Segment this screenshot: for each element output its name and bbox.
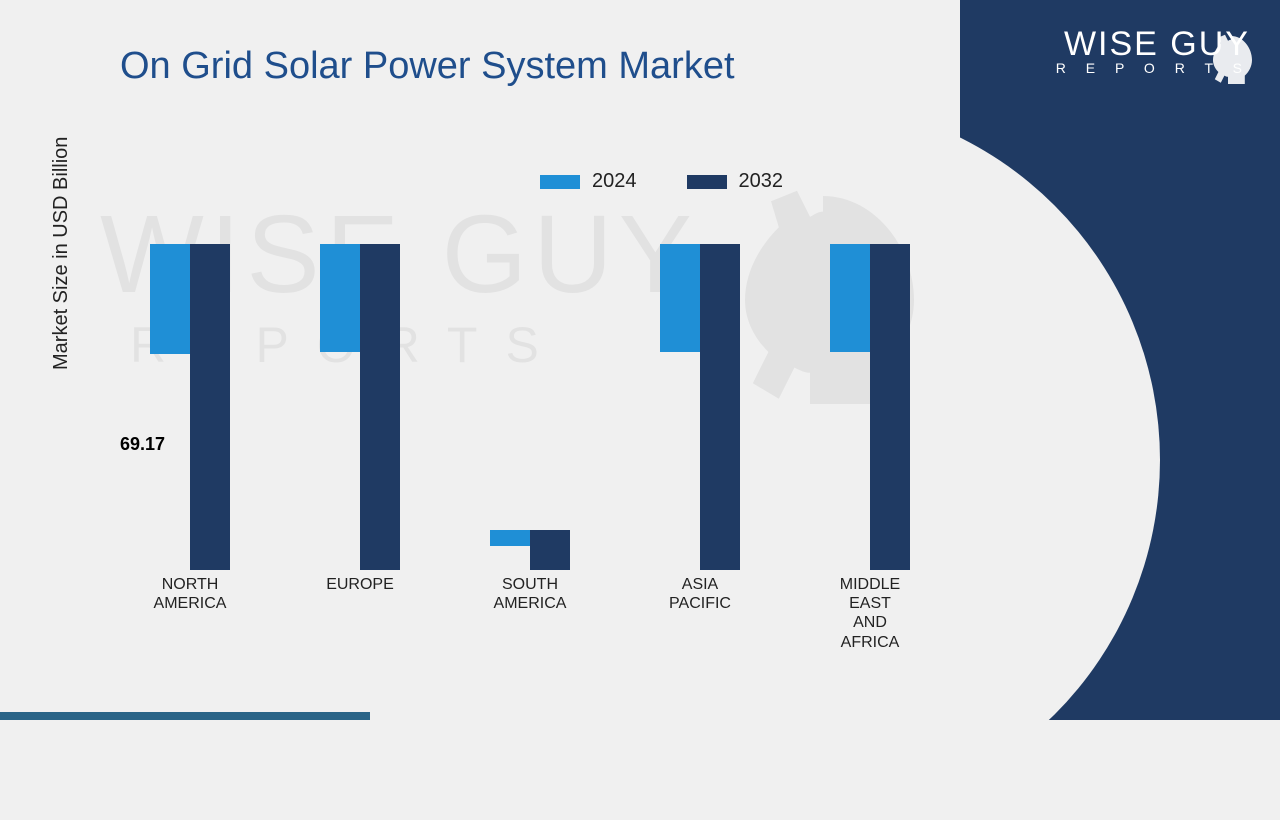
bar xyxy=(870,244,910,570)
head-icon xyxy=(1198,30,1258,90)
bar xyxy=(150,244,190,354)
bar xyxy=(320,244,360,352)
legend-swatch xyxy=(540,175,580,189)
category-label: SOUTHAMERICA xyxy=(470,575,590,613)
bar xyxy=(700,244,740,570)
bar-group xyxy=(640,244,760,570)
bar-group xyxy=(130,244,250,570)
data-label: 69.17 xyxy=(120,434,165,455)
plot-area: NORTHAMERICA69.17EUROPESOUTHAMERICAASIAP… xyxy=(130,220,950,570)
bar-group xyxy=(300,244,420,570)
bar xyxy=(660,244,700,352)
legend-item: 2024 xyxy=(540,170,637,193)
bar-group xyxy=(810,244,930,570)
brand-panel xyxy=(960,0,1280,720)
category-label: NORTHAMERICA xyxy=(130,575,250,613)
legend-item: 2032 xyxy=(687,170,784,193)
bottom-stripe xyxy=(0,712,370,720)
brand-logo: WISE GUY R E P O R T S xyxy=(1056,25,1250,76)
legend: 2024 2032 xyxy=(540,170,783,193)
category-label: MIDDLEEASTANDAFRICA xyxy=(810,575,930,652)
category-label: ASIAPACIFIC xyxy=(640,575,760,613)
bar-group xyxy=(470,530,590,570)
chart-area: Market Size in USD Billion 20242032 NORT… xyxy=(60,170,960,650)
y-axis-label: Market Size in USD Billion xyxy=(50,137,73,370)
bar xyxy=(190,244,230,570)
category-label: EUROPE xyxy=(300,575,420,594)
legend-label: 2032 xyxy=(739,170,784,193)
bar xyxy=(530,530,570,570)
bar xyxy=(490,530,530,546)
bar xyxy=(360,244,400,570)
chart-title: On Grid Solar Power System Market xyxy=(120,45,735,88)
legend-swatch xyxy=(687,175,727,189)
bar xyxy=(830,244,870,352)
legend-label: 2024 xyxy=(592,170,637,193)
